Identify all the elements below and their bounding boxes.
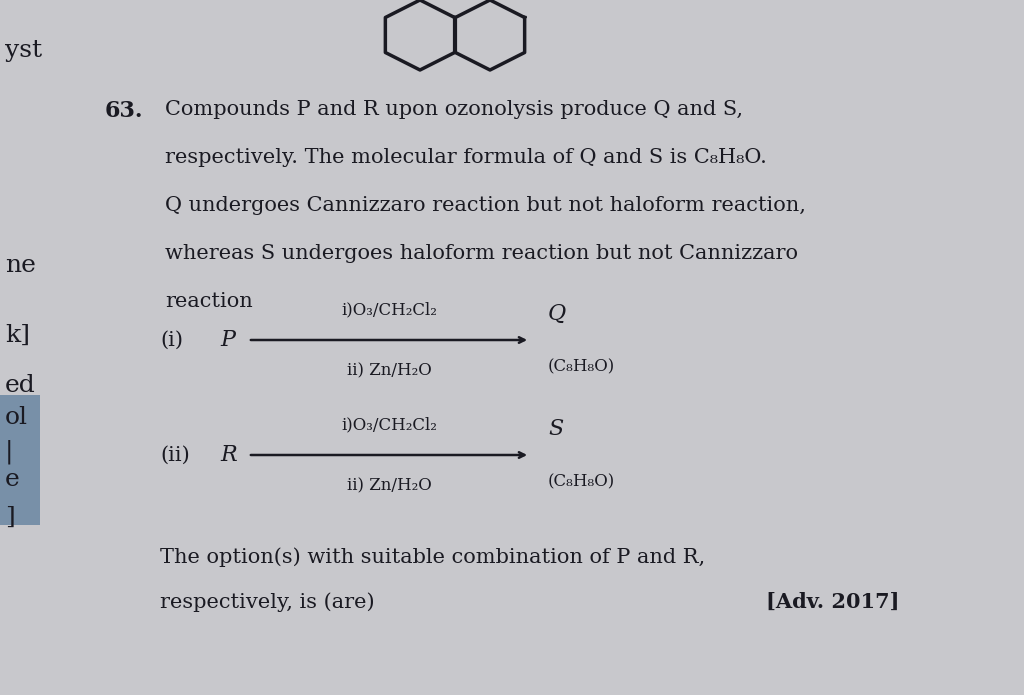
Text: (C₈H₈O): (C₈H₈O) <box>548 473 615 490</box>
Text: k]: k] <box>5 323 30 347</box>
Text: ol: ol <box>5 405 28 429</box>
Text: i)O₃/CH₂Cl₂: i)O₃/CH₂Cl₂ <box>341 416 437 433</box>
Text: (i): (i) <box>160 331 183 350</box>
Text: yst: yst <box>5 38 42 61</box>
Text: Q: Q <box>548 303 566 325</box>
Text: ne: ne <box>5 254 36 277</box>
Text: The option(s) with suitable combination of P and R,: The option(s) with suitable combination … <box>160 547 706 566</box>
Text: S: S <box>548 418 563 440</box>
Text: ed: ed <box>5 373 36 397</box>
Text: respectively, is (are): respectively, is (are) <box>160 592 375 612</box>
Text: ]: ] <box>5 505 14 528</box>
Text: Compounds P and R upon ozonolysis produce Q and S,: Compounds P and R upon ozonolysis produc… <box>165 100 743 119</box>
Text: e: e <box>5 468 19 491</box>
Text: whereas S undergoes haloform reaction but not Cannizzaro: whereas S undergoes haloform reaction bu… <box>165 244 798 263</box>
Text: ii) Zn/H₂O: ii) Zn/H₂O <box>347 362 431 379</box>
Text: reaction: reaction <box>165 292 253 311</box>
Text: |: | <box>5 440 13 464</box>
Text: (C₈H₈O): (C₈H₈O) <box>548 358 615 375</box>
Text: R: R <box>220 444 237 466</box>
Text: [Adv. 2017]: [Adv. 2017] <box>767 592 900 612</box>
Text: P: P <box>220 329 234 351</box>
Text: i)O₃/CH₂Cl₂: i)O₃/CH₂Cl₂ <box>341 301 437 318</box>
Text: 63.: 63. <box>105 100 143 122</box>
Text: (ii): (ii) <box>160 445 189 464</box>
Text: respectively. The molecular formula of Q and S is C₈H₈O.: respectively. The molecular formula of Q… <box>165 148 767 167</box>
Text: ii) Zn/H₂O: ii) Zn/H₂O <box>347 477 431 494</box>
Bar <box>0 395 40 525</box>
Text: Q undergoes Cannizzaro reaction but not haloform reaction,: Q undergoes Cannizzaro reaction but not … <box>165 196 806 215</box>
